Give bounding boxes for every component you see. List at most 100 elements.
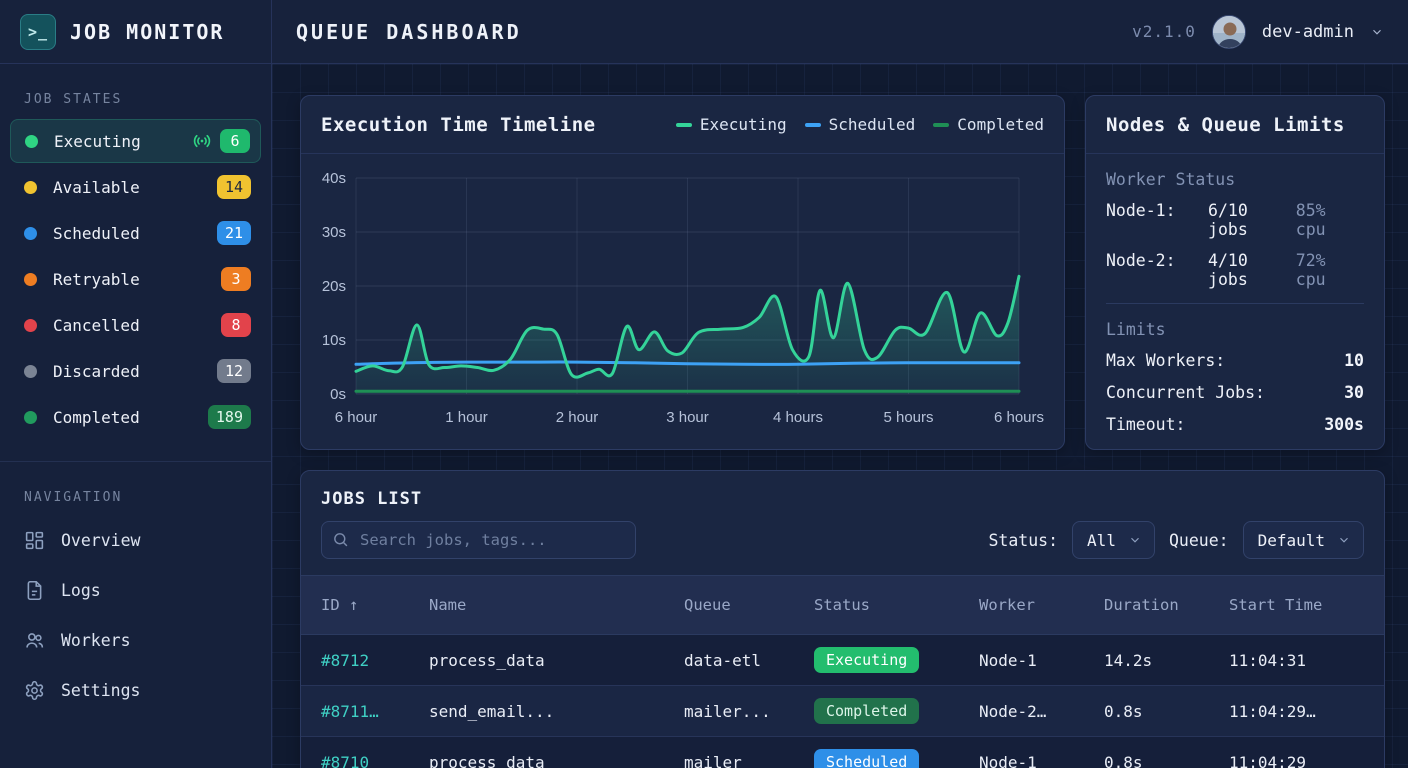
legend-item-scheduled: Scheduled <box>804 115 915 134</box>
job-status: Executing <box>814 647 979 673</box>
sidebar-state-discarded[interactable]: Discarded 12 <box>10 349 261 393</box>
status-badge: Completed <box>814 698 920 724</box>
svg-text:30s: 30s <box>322 224 346 241</box>
column-header-duration: Duration <box>1104 596 1179 614</box>
column-header-id[interactable]: ID ↑ <box>321 596 359 614</box>
state-dot <box>24 364 37 378</box>
legend-label: Completed <box>957 115 1044 134</box>
legend-item-executing: Executing <box>675 115 787 134</box>
job-queue: mailer... <box>684 701 771 721</box>
grid-icon <box>25 531 44 549</box>
page-title: QUEUE DASHBOARD <box>296 19 522 44</box>
svg-text:2 hour: 2 hour <box>556 409 599 426</box>
job-start-time: 11:04:31 <box>1229 650 1307 670</box>
job-duration: 0.8s <box>1104 752 1143 768</box>
execution-timeline-chart: 0s 10s 20s 30s 40s 6 hour 1 hour 2 hour 3 hour 4 … <box>322 170 1044 426</box>
job-queue: mailer <box>684 752 742 768</box>
job-queue: data-etl <box>684 650 762 670</box>
state-count-badge: 12 <box>216 359 251 383</box>
worker-jobs: 6/10 jobs <box>1208 201 1248 239</box>
nodes-limits-card: Nodes & Queue Limits Worker Status Node-… <box>1085 95 1385 450</box>
state-label: Discarded <box>53 361 140 381</box>
state-count-badge: 8 <box>221 313 251 337</box>
sidebar-item-settings[interactable]: Settings <box>0 665 271 715</box>
sidebar-state-executing[interactable]: Executing 6 <box>10 119 261 163</box>
file-icon <box>27 580 42 600</box>
svg-text:40s: 40s <box>322 170 346 187</box>
table-row[interactable]: #8710 process_data mailer Scheduled Node-1 0.… <box>301 737 1384 768</box>
chart-title: Execution Time Timeline <box>321 113 596 136</box>
state-count-badge: 6 <box>220 129 250 153</box>
svg-text:10s: 10s <box>322 332 346 349</box>
status-select-value: All <box>1087 530 1116 550</box>
main-content: Execution Time Timeline Executing Schedul… <box>272 64 1408 768</box>
job-name: process_data <box>429 752 545 768</box>
limit-row: Timeout: 300s <box>1106 415 1364 434</box>
worker-status-list: Node-1: 6/10 jobs 85% cpu Node-2: 4/10 jobs 7… <box>1106 201 1364 289</box>
chevron-down-icon <box>1131 537 1139 543</box>
sidebar-state-scheduled[interactable]: Scheduled 21 <box>10 211 261 255</box>
status-filter-label: Status: <box>988 530 1059 550</box>
state-label: Completed <box>53 407 140 427</box>
job-status: Scheduled <box>814 749 979 768</box>
svg-text:5 hours: 5 hours <box>883 409 933 426</box>
table-row[interactable]: #8712 process_data data-etl Executing Node-1… <box>301 635 1384 686</box>
legend-item-completed: Completed <box>933 115 1044 134</box>
status-select[interactable]: All <box>1072 521 1155 559</box>
state-dot <box>24 180 37 194</box>
legend-label: Executing <box>699 115 787 134</box>
users-icon <box>26 632 44 648</box>
job-name: process_data <box>429 650 545 670</box>
sidebar-item-logs[interactable]: Logs <box>0 565 271 615</box>
jobs-list-title: JOBS LIST <box>321 489 423 509</box>
limit-value: 10 <box>1344 351 1364 370</box>
sidebar-item-overview[interactable]: Overview <box>0 515 271 565</box>
nav-label: Settings <box>61 680 141 700</box>
limits-label: Limits <box>1106 320 1166 339</box>
column-header-queue: Queue <box>684 596 731 614</box>
job-id: #8711… <box>321 701 379 721</box>
column-header-name: Name <box>429 596 467 614</box>
search-input[interactable] <box>321 521 636 559</box>
job-duration: 14.2s <box>1104 650 1153 670</box>
jobs-table-body: #8712 process_data data-etl Executing Node-1… <box>301 635 1384 768</box>
sidebar: JOB STATES Executing 6 Available 14 Schedule… <box>0 64 272 768</box>
jobs-table-header: ID ↑ Name Queue Status Worker Duration Start T… <box>301 575 1384 635</box>
state-dot <box>24 272 37 286</box>
svg-text:3 hour: 3 hour <box>666 409 709 426</box>
worker-status-label: Worker Status <box>1106 170 1236 189</box>
job-worker: Node-1 <box>979 650 1037 670</box>
chevron-down-icon[interactable] <box>1370 25 1384 39</box>
nav-label: Overview <box>61 530 141 550</box>
state-dot <box>24 226 37 240</box>
sidebar-item-workers[interactable]: Workers <box>0 615 271 665</box>
legend-dash <box>933 122 950 127</box>
queue-select-value: Default <box>1257 530 1325 550</box>
svg-text:20s: 20s <box>322 278 346 295</box>
sidebar-state-available[interactable]: Available 14 <box>10 165 261 209</box>
nav-label: Workers <box>61 630 131 650</box>
queue-select[interactable]: Default <box>1242 521 1364 559</box>
state-label: Cancelled <box>53 315 140 335</box>
gear-icon <box>25 680 44 700</box>
chart-legend: Executing Scheduled Completed <box>675 115 1044 134</box>
svg-text:0s: 0s <box>330 386 346 403</box>
table-row[interactable]: #8711… send_email... mailer... Completed Nod… <box>301 686 1384 737</box>
sidebar-state-completed[interactable]: Completed 189 <box>10 395 261 439</box>
sidebar-state-retryable[interactable]: Retryable 3 <box>10 257 261 301</box>
app-title: JOB MONITOR <box>70 19 225 44</box>
column-header-worker: Worker <box>979 596 1035 614</box>
user-menu-label[interactable]: dev-admin <box>1261 21 1354 42</box>
queue-filter-label: Queue: <box>1168 530 1229 550</box>
svg-text:6 hour: 6 hour <box>335 409 378 426</box>
job-worker: Node-2… <box>979 701 1047 721</box>
avatar[interactable] <box>1211 14 1246 49</box>
column-header-status: Status <box>814 596 870 614</box>
jobs-list-card: JOBS LIST Status: All Queue: Default ID ↑ Na… <box>300 470 1385 768</box>
filters: Status: All Queue: Default <box>988 521 1364 559</box>
sidebar-state-cancelled[interactable]: Cancelled 8 <box>10 303 261 347</box>
limit-label: Concurrent Jobs: <box>1106 383 1265 402</box>
worker-name: Node-1: <box>1106 201 1176 220</box>
limit-label: Timeout: <box>1106 415 1186 434</box>
